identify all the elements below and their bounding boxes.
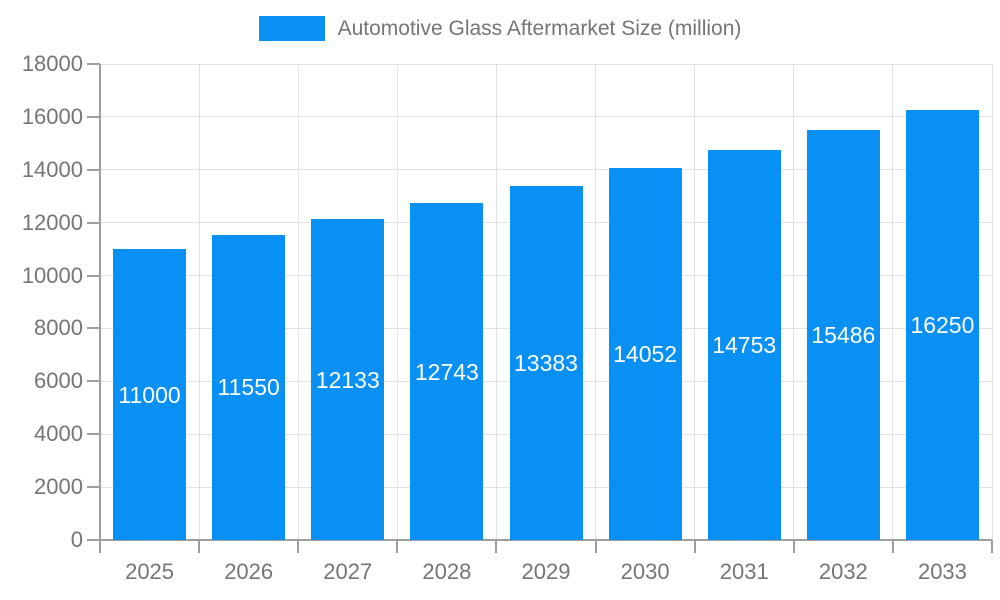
gridline-vertical <box>595 64 597 540</box>
legend-swatch-icon <box>258 16 325 41</box>
x-axis-tick-label: 2033 <box>917 559 967 584</box>
gridline-vertical <box>396 64 398 540</box>
y-axis-tick <box>87 274 100 277</box>
bar-value-label: 12743 <box>414 358 479 385</box>
bar <box>509 186 583 540</box>
x-axis-tick-label: 2031 <box>719 559 769 584</box>
bar <box>608 168 682 540</box>
gridline-vertical <box>793 64 795 540</box>
gridline-vertical <box>991 64 993 540</box>
x-axis-tick-label: 2030 <box>620 559 670 584</box>
x-axis-tick-label: 2028 <box>422 559 472 584</box>
x-axis-tick <box>991 540 993 553</box>
y-axis-tick <box>87 539 100 541</box>
y-axis-tick-label: 12000 <box>21 209 83 235</box>
x-axis-tick <box>99 540 101 553</box>
gridline-horizontal <box>100 116 992 118</box>
y-axis-tick-label: 8000 <box>34 315 83 341</box>
y-axis-tick-label: 16000 <box>21 103 83 129</box>
bar-value-label: 16250 <box>910 312 975 339</box>
y-axis-tick <box>87 327 100 330</box>
y-axis-tick-label: 4000 <box>34 421 83 447</box>
bar-value-label: 14052 <box>613 341 678 368</box>
legend[interactable]: Automotive Glass Aftermarket Size (milli… <box>0 16 1000 41</box>
y-axis-tick-label: 10000 <box>21 262 83 288</box>
x-axis-tick-label: 2025 <box>125 559 175 584</box>
gridline-vertical <box>892 64 894 540</box>
bar-value-label: 12133 <box>315 366 380 393</box>
y-axis-tick <box>87 168 100 171</box>
gridline-horizontal <box>100 169 992 171</box>
gridline-horizontal <box>100 63 992 65</box>
y-axis-tick <box>87 63 100 65</box>
gridline-vertical <box>495 64 497 540</box>
x-axis-tick-label: 2027 <box>323 559 373 584</box>
x-axis-tick <box>198 540 201 553</box>
x-axis-tick <box>495 540 498 553</box>
legend-label: Automotive Glass Aftermarket Size (milli… <box>337 16 742 40</box>
y-axis-line <box>99 64 101 541</box>
bar <box>806 130 880 540</box>
y-axis-tick <box>87 115 100 118</box>
x-axis-tick-label: 2026 <box>224 559 274 584</box>
y-axis-tick-label: 6000 <box>34 368 83 394</box>
x-axis-tick <box>396 540 399 553</box>
x-axis-tick <box>891 540 894 553</box>
gridline-vertical <box>297 64 299 540</box>
bar-value-label: 15486 <box>811 322 876 349</box>
x-axis-tick-label: 2029 <box>521 559 571 584</box>
bar-value-label: 11000 <box>118 381 181 408</box>
y-axis-tick-label: 0 <box>70 527 83 552</box>
y-axis-tick <box>87 486 100 489</box>
bar-value-label: 13383 <box>514 350 578 377</box>
bar <box>410 203 484 540</box>
y-axis-tick <box>87 433 100 436</box>
x-axis-tick <box>297 540 300 553</box>
bar <box>212 234 286 540</box>
bar <box>905 110 979 540</box>
gridline-vertical <box>694 64 696 540</box>
y-axis-tick <box>87 380 100 383</box>
y-axis-tick-label: 2000 <box>34 474 83 500</box>
x-axis-tick <box>594 540 597 553</box>
bar-value-label: 11550 <box>217 374 280 401</box>
bar-value-label: 14753 <box>712 331 777 358</box>
bar <box>707 149 781 540</box>
bar <box>113 249 187 540</box>
x-axis-tick <box>792 540 795 553</box>
y-axis-tick <box>87 221 100 224</box>
x-axis-tick-label: 2032 <box>818 559 868 584</box>
y-axis-tick-label: 18000 <box>21 51 83 76</box>
x-axis-tick <box>693 540 696 553</box>
bar <box>311 219 385 540</box>
y-axis-tick-label: 14000 <box>21 156 83 182</box>
x-axis-line <box>100 539 992 541</box>
gridline-vertical <box>198 64 200 540</box>
